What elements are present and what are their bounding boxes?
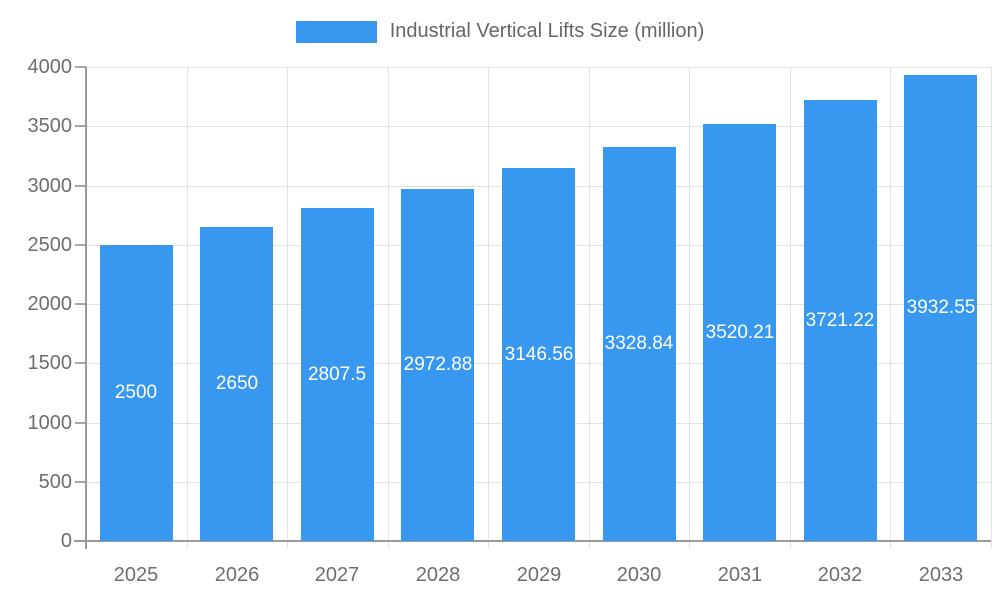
- x-tick-label: 2031: [717, 564, 763, 586]
- bar-2032[interactable]: [804, 100, 877, 541]
- legend-label: Industrial Vertical Lifts Size (million): [389, 20, 705, 42]
- y-tick-mark: [75, 362, 86, 364]
- bar-2026[interactable]: [200, 227, 273, 541]
- bar-2027[interactable]: [301, 208, 374, 541]
- bar-2030[interactable]: [603, 147, 676, 541]
- category-gridline: [287, 67, 288, 549]
- bar-value-label: 2807.5: [307, 364, 367, 385]
- y-tick-mark: [75, 66, 86, 68]
- bar-2029[interactable]: [502, 168, 575, 541]
- x-axis-line: [74, 540, 991, 542]
- x-tick-label: 2032: [817, 564, 863, 586]
- category-gridline: [488, 67, 489, 549]
- x-tick-label: 2030: [616, 564, 662, 586]
- y-tick-label: 3000: [27, 175, 73, 197]
- y-tick-label: 1000: [27, 412, 73, 434]
- x-tick-label: 2026: [214, 564, 260, 586]
- legend-item[interactable]: Industrial Vertical Lifts Size (million): [295, 20, 705, 43]
- bar-value-label: 3146.56: [504, 344, 574, 365]
- y-tick-label: 500: [38, 471, 72, 493]
- bar-2025[interactable]: [100, 245, 173, 541]
- x-tick-label: 2025: [113, 564, 159, 586]
- y-tick-mark: [75, 422, 86, 424]
- bar-2031[interactable]: [703, 124, 776, 541]
- y-tick-mark: [75, 244, 86, 246]
- y-tick-label: 3500: [27, 115, 73, 137]
- bar-value-label: 2500: [114, 382, 158, 403]
- bar-value-label: 3328.84: [604, 333, 674, 354]
- y-tick-mark: [75, 481, 86, 483]
- y-gridline: [86, 67, 991, 68]
- y-tick-label: 4000: [27, 56, 73, 78]
- y-axis-line: [85, 67, 87, 549]
- y-tick-mark: [75, 125, 86, 127]
- category-gridline: [589, 67, 590, 549]
- category-gridline: [187, 67, 188, 549]
- bar-2033[interactable]: [904, 75, 977, 541]
- category-gridline: [991, 67, 992, 549]
- x-tick-label: 2027: [314, 564, 360, 586]
- y-tick-label: 2000: [27, 293, 73, 315]
- bar-value-label: 3721.22: [805, 310, 875, 331]
- x-tick-label: 2033: [918, 564, 964, 586]
- chart-legend: Industrial Vertical Lifts Size (million): [0, 20, 1000, 43]
- bar-2028[interactable]: [401, 189, 474, 541]
- bar-value-label: 2972.88: [403, 354, 473, 375]
- y-tick-label: 0: [60, 530, 72, 552]
- category-gridline: [388, 67, 389, 549]
- bar-value-label: 3520.21: [705, 322, 775, 343]
- y-tick-mark: [75, 185, 86, 187]
- y-tick-label: 1500: [27, 352, 73, 374]
- y-gridline: [86, 126, 991, 127]
- legend-swatch: [295, 20, 377, 43]
- y-tick-mark: [75, 303, 86, 305]
- x-tick-label: 2029: [516, 564, 562, 586]
- x-tick-label: 2028: [415, 564, 461, 586]
- y-tick-label: 2500: [27, 234, 73, 256]
- bar-value-label: 2650: [215, 373, 259, 394]
- category-gridline: [790, 67, 791, 549]
- category-gridline: [689, 67, 690, 549]
- category-gridline: [890, 67, 891, 549]
- bar-value-label: 3932.55: [906, 297, 976, 318]
